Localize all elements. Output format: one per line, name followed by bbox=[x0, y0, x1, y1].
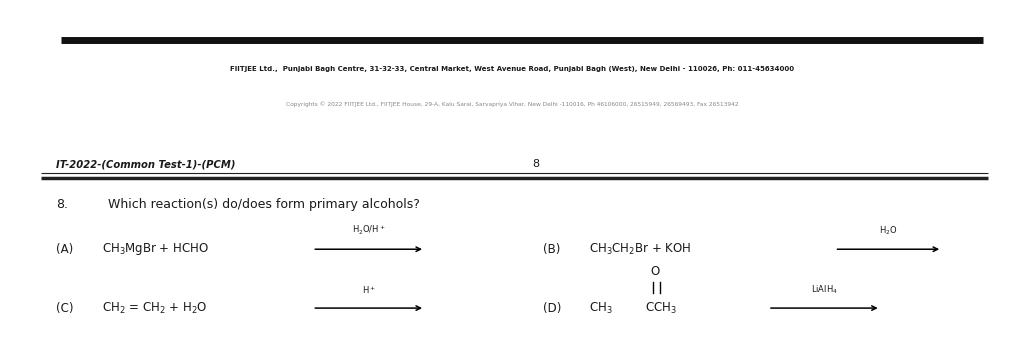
Text: (D): (D) bbox=[543, 302, 561, 314]
Text: Which reaction(s) do/does form primary alcohols?: Which reaction(s) do/does form primary a… bbox=[108, 198, 420, 211]
Text: (C): (C) bbox=[56, 302, 74, 314]
Text: O: O bbox=[650, 265, 660, 278]
Text: H$^+$: H$^+$ bbox=[361, 284, 376, 296]
Text: CH$_3$MgBr + HCHO: CH$_3$MgBr + HCHO bbox=[102, 241, 210, 257]
Text: 8: 8 bbox=[532, 159, 540, 170]
Text: CH$_2$ = CH$_2$ + H$_2$O: CH$_2$ = CH$_2$ + H$_2$O bbox=[102, 301, 208, 316]
FancyBboxPatch shape bbox=[23, 150, 1001, 336]
Text: FIITJEE Ltd.,  Punjabi Bagh Centre, 31-32-33, Central Market, West Avenue Road, : FIITJEE Ltd., Punjabi Bagh Centre, 31-32… bbox=[230, 66, 794, 72]
Text: (A): (A) bbox=[56, 243, 74, 256]
Text: CH$_3$CH$_2$Br + KOH: CH$_3$CH$_2$Br + KOH bbox=[589, 242, 691, 257]
Text: H$_2$O: H$_2$O bbox=[879, 225, 898, 237]
Text: Copyrights © 2022 FIITJEE Ltd., FIITJEE House, 29-A, Kalu Sarai, Sarvapriya Viha: Copyrights © 2022 FIITJEE Ltd., FIITJEE … bbox=[286, 101, 738, 107]
Text: 8.: 8. bbox=[56, 198, 69, 211]
Text: CCH$_3$: CCH$_3$ bbox=[645, 301, 677, 316]
Text: CH$_3$: CH$_3$ bbox=[589, 301, 612, 316]
Text: H$_2$O/H$^+$: H$_2$O/H$^+$ bbox=[352, 224, 385, 237]
Text: LiAlH$_4$: LiAlH$_4$ bbox=[811, 283, 838, 296]
Text: IT-2022-(Common Test-1)-(PCM): IT-2022-(Common Test-1)-(PCM) bbox=[56, 159, 236, 170]
Text: (B): (B) bbox=[543, 243, 560, 256]
